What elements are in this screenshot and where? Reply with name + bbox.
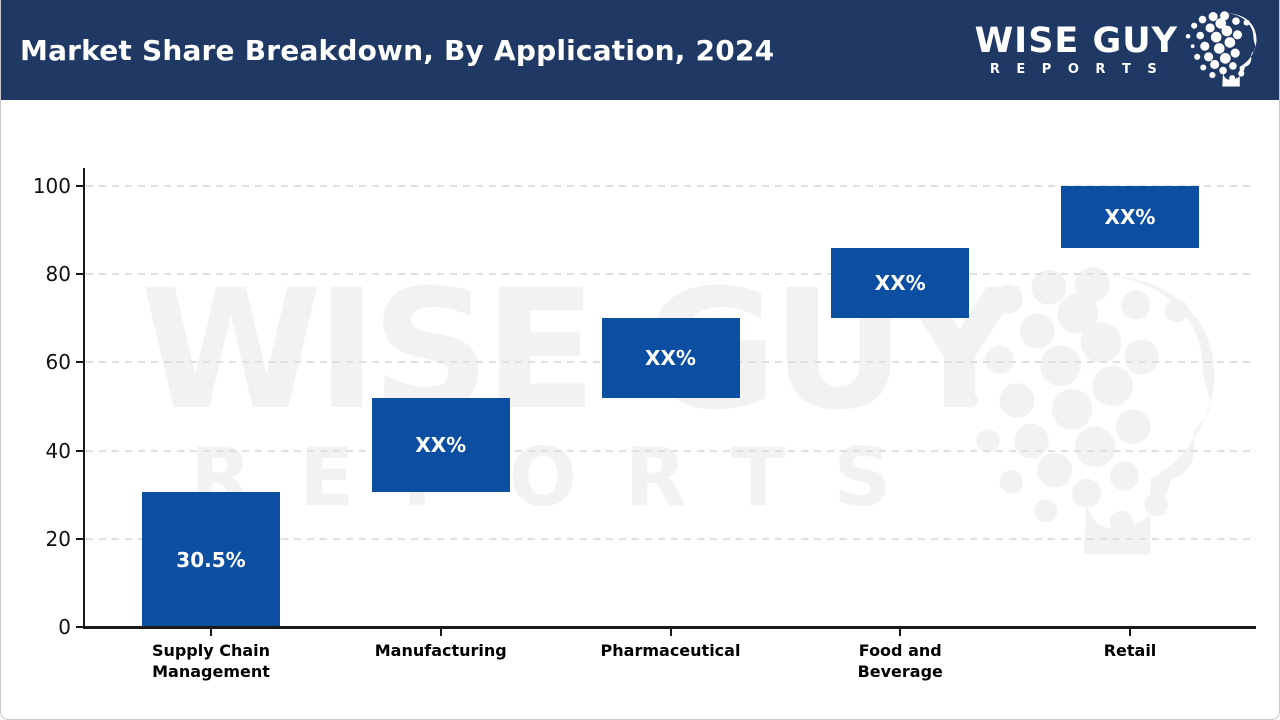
y-tick-label-60: 60: [45, 350, 71, 375]
x-tick-4: [899, 628, 902, 636]
bar-value-label-4: XX%: [874, 271, 926, 295]
x-category-label-4: Food and Beverage: [857, 641, 943, 682]
bar-value-label-1: 30.5%: [176, 547, 246, 572]
bar-value-label-2: XX%: [415, 433, 467, 458]
bar-2: XX%: [371, 397, 510, 493]
bar-5: XX%: [1061, 186, 1199, 248]
logo-wordmark: WISE GUY: [974, 21, 1178, 61]
chart-title: Market Share Breakdown, By Application, …: [20, 33, 775, 67]
gridline-20: [86, 537, 1256, 540]
x-tick-3: [669, 628, 672, 636]
y-tick-label-40: 40: [45, 438, 71, 463]
gridline-80: [86, 273, 1256, 276]
y-tick-100: [76, 185, 85, 187]
y-tick-20: [76, 537, 85, 540]
bar-value-label-3: XX%: [645, 345, 696, 370]
wiseguy-logo: WISE GUY R E P O R T S: [975, 9, 1258, 91]
gridline-100: [86, 185, 1256, 187]
y-tick-label-100: 100: [32, 174, 71, 198]
y-tick-0: [76, 626, 85, 628]
header-bar: Market Share Breakdown, By Application, …: [0, 0, 1280, 100]
x-category-label-1: Supply Chain Management: [151, 641, 271, 682]
bar-3: XX%: [601, 318, 740, 398]
y-axis-line: [83, 168, 85, 629]
x-category-label-2: Manufacturing: [374, 641, 507, 660]
gridline-40: [86, 449, 1256, 452]
wiseguy-logo-text: WISE GUY R E P O R T S: [974, 21, 1178, 77]
y-tick-80: [76, 273, 85, 276]
y-tick-60: [76, 361, 85, 364]
logo-subtext: R E P O R T S: [989, 62, 1163, 77]
wiseguy-face-icon: [1185, 11, 1257, 87]
y-tick-label-80: 80: [45, 262, 71, 287]
x-category-label-3: Pharmaceutical: [600, 641, 741, 660]
x-tick-2: [439, 628, 442, 636]
bar-value-label-5: XX%: [1104, 204, 1156, 229]
x-tick-1: [210, 628, 212, 636]
y-tick-40: [76, 449, 85, 452]
bar-4: XX%: [831, 247, 970, 319]
x-axis-line: [83, 626, 1256, 629]
y-tick-label-20: 20: [45, 526, 71, 551]
bar-1: 30.5%: [142, 492, 280, 627]
y-tick-label-0: 0: [58, 615, 71, 639]
x-tick-5: [1129, 628, 1131, 636]
x-category-label-5: Retail: [1103, 641, 1157, 660]
